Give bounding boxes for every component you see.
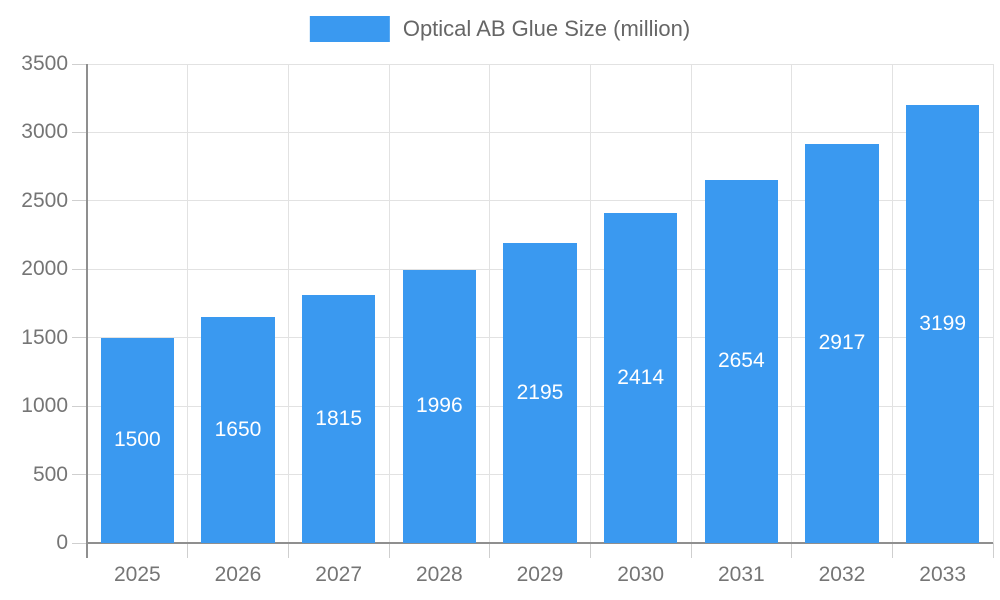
bar-value-label: 2654 [717, 349, 765, 373]
gridline-y [87, 63, 993, 65]
bar-value-label: 1650 [214, 418, 262, 442]
bar-value-label: 2917 [818, 331, 866, 355]
bar[interactable]: 2917 [805, 143, 879, 543]
legend-swatch[interactable] [309, 16, 390, 42]
x-axis-tick [992, 543, 994, 558]
x-axis-label: 2030 [617, 563, 665, 586]
bar-value-label: 1500 [113, 428, 161, 452]
y-axis-line [86, 64, 88, 558]
y-axis-label: 1000 [21, 394, 68, 418]
gridline-x [891, 64, 893, 543]
y-axis-label: 2500 [21, 188, 68, 212]
gridline-x [690, 64, 692, 543]
x-axis-label: 2026 [214, 563, 262, 586]
y-axis-label: 500 [32, 462, 68, 486]
x-axis-tick [690, 543, 692, 558]
y-axis-label: 0 [56, 531, 68, 554]
x-axis-tick [791, 543, 793, 558]
legend[interactable]: Optical AB Glue Size (million) [309, 16, 691, 42]
bar[interactable]: 2195 [503, 242, 577, 543]
bar-value-label: 1815 [315, 406, 363, 430]
x-axis-label: 2025 [113, 563, 161, 586]
x-axis-tick [388, 543, 390, 558]
bar-value-label: 2414 [617, 365, 665, 389]
x-axis-label: 2033 [919, 563, 967, 586]
x-axis-line [87, 542, 993, 544]
bar[interactable]: 1500 [100, 337, 175, 543]
y-axis-tick [72, 337, 87, 339]
bar-value-label: 1996 [415, 394, 463, 418]
bar-value-label: 3199 [919, 312, 967, 336]
y-axis-tick [72, 405, 87, 407]
bar[interactable]: 1815 [301, 294, 376, 543]
gridline-x [187, 64, 189, 543]
bar[interactable]: 3199 [905, 105, 980, 543]
y-axis-tick [72, 474, 87, 476]
bar[interactable]: 2654 [704, 179, 779, 543]
y-axis-label: 3000 [21, 120, 68, 144]
y-axis-tick [72, 131, 87, 133]
gridline-x [388, 64, 390, 543]
x-axis-label: 2031 [717, 563, 765, 586]
x-axis-label: 2032 [818, 563, 866, 586]
bar[interactable]: 2414 [603, 212, 678, 543]
x-axis-tick [891, 543, 893, 558]
gridline-y [87, 131, 993, 133]
bar-value-label: 2195 [516, 380, 564, 404]
x-axis-tick [489, 543, 491, 558]
y-axis-tick [72, 542, 87, 544]
bar[interactable]: 1996 [402, 269, 477, 543]
legend-label[interactable]: Optical AB Glue Size (million) [402, 16, 691, 41]
x-axis-label: 2029 [516, 563, 564, 586]
gridline-x [287, 64, 289, 543]
bar[interactable]: 1650 [201, 317, 275, 543]
x-axis-label: 2028 [415, 563, 463, 586]
gridline-y [87, 200, 993, 202]
gridline-x [791, 64, 793, 543]
y-axis-label: 1500 [21, 325, 68, 349]
x-axis-label: 2027 [315, 563, 363, 586]
x-axis-tick [187, 543, 189, 558]
x-axis-tick [589, 543, 591, 558]
y-axis-label: 2000 [21, 257, 68, 281]
y-axis-label: 3500 [21, 52, 68, 75]
y-axis-tick [72, 268, 87, 270]
x-axis-tick [287, 543, 289, 558]
y-axis-tick [72, 63, 87, 65]
gridline-x [589, 64, 591, 543]
gridline-x [489, 64, 491, 543]
y-axis-tick [72, 200, 87, 202]
gridline-x [992, 64, 994, 543]
